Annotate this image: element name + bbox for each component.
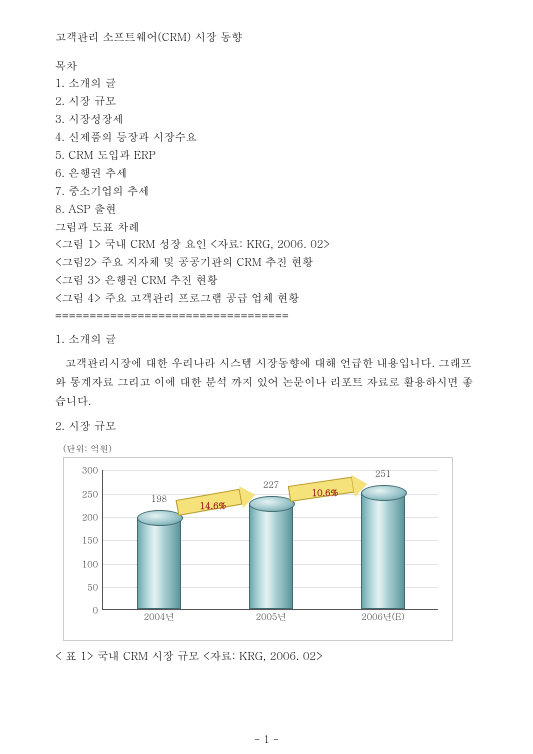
toc-item: 7. 중소기업의 추세 [55, 184, 478, 200]
toc-item: 5. CRM 도입과 ERP [55, 148, 478, 164]
chart-bar [361, 492, 405, 609]
chart-ytick-label: 250 [64, 487, 98, 500]
page-title: 고객관리 소프트웨어(CRM) 시장 동향 [55, 30, 478, 45]
chart-ytick-label: 0 [64, 604, 98, 617]
chart-xtick-label: 2006년(E) [343, 610, 423, 623]
toc-item: <그림 4> 주요 고객관리 프로그램 공급 업체 현황 [55, 291, 478, 307]
divider-line: ================================== [55, 309, 478, 324]
toc-item: 그림과 도표 차례 [55, 220, 478, 236]
section2-heading: 2. 시장 규모 [55, 419, 478, 434]
chart-plot-area: 1982004년2272005년2512006년(E)14.6%10.6% [102, 470, 438, 610]
chart-xtick-label: 2005년 [231, 610, 311, 623]
growth-arrow-label: 10.6% [312, 486, 338, 499]
growth-arrow-label: 14.6% [200, 499, 226, 512]
chart-bar-value-label: 198 [137, 492, 181, 505]
toc-item: 3. 시장성장세 [55, 112, 478, 128]
chart-ytick-label: 300 [64, 464, 98, 477]
chart-bar [137, 517, 181, 609]
chart-bar-value-label: 227 [249, 478, 293, 491]
toc-item: <그림 3> 은행권 CRM 추진 현황 [55, 273, 478, 289]
toc-item: 1. 소개의 글 [55, 76, 478, 92]
toc-item: 2. 시장 규모 [55, 94, 478, 110]
toc-list: 1. 소개의 글 2. 시장 규모 3. 시장성장세 4. 신제품의 등장과 시… [55, 76, 478, 307]
chart-ytick-label: 150 [64, 534, 98, 547]
section1-heading: 1. 소개의 글 [55, 332, 478, 347]
chart-ytick-label: 50 [64, 580, 98, 593]
chart-ytick-label: 100 [64, 557, 98, 570]
chart-ytick-label: 200 [64, 510, 98, 523]
toc-item: <그림2> 주요 지자체 및 공공기관의 CRM 추진 현황 [55, 255, 478, 271]
toc-item: 4. 신제품의 등장과 시장수요 [55, 130, 478, 146]
toc-item: <그림 1> 국내 CRM 성장 요인 <자료: KRG, 2006. 02> [55, 237, 478, 253]
toc-heading: 목차 [55, 59, 478, 74]
chart-unit-label: (단위: 억원) [63, 442, 478, 455]
toc-item: 6. 은행권 추세 [55, 166, 478, 182]
section1-body: 고객관리시장에 대한 우리나라 시스템 시장동향에 대해 언급한 내용입니다. … [55, 355, 478, 411]
chart-bar-value-label: 251 [361, 467, 405, 480]
chart-caption: < 표 1> 국내 CRM 시장 규모 <자료: KRG, 2006. 02> [55, 649, 478, 664]
chart-bar [249, 503, 293, 609]
market-size-chart: 198 2004년 227 2005년 251 2006년(E) 14.6% 10.6% 0 5… [63, 457, 453, 641]
toc-item: 8. ASP 출현 [55, 202, 478, 218]
page-number: - 1 - [0, 732, 533, 746]
chart-xtick-label: 2004년 [119, 610, 199, 623]
